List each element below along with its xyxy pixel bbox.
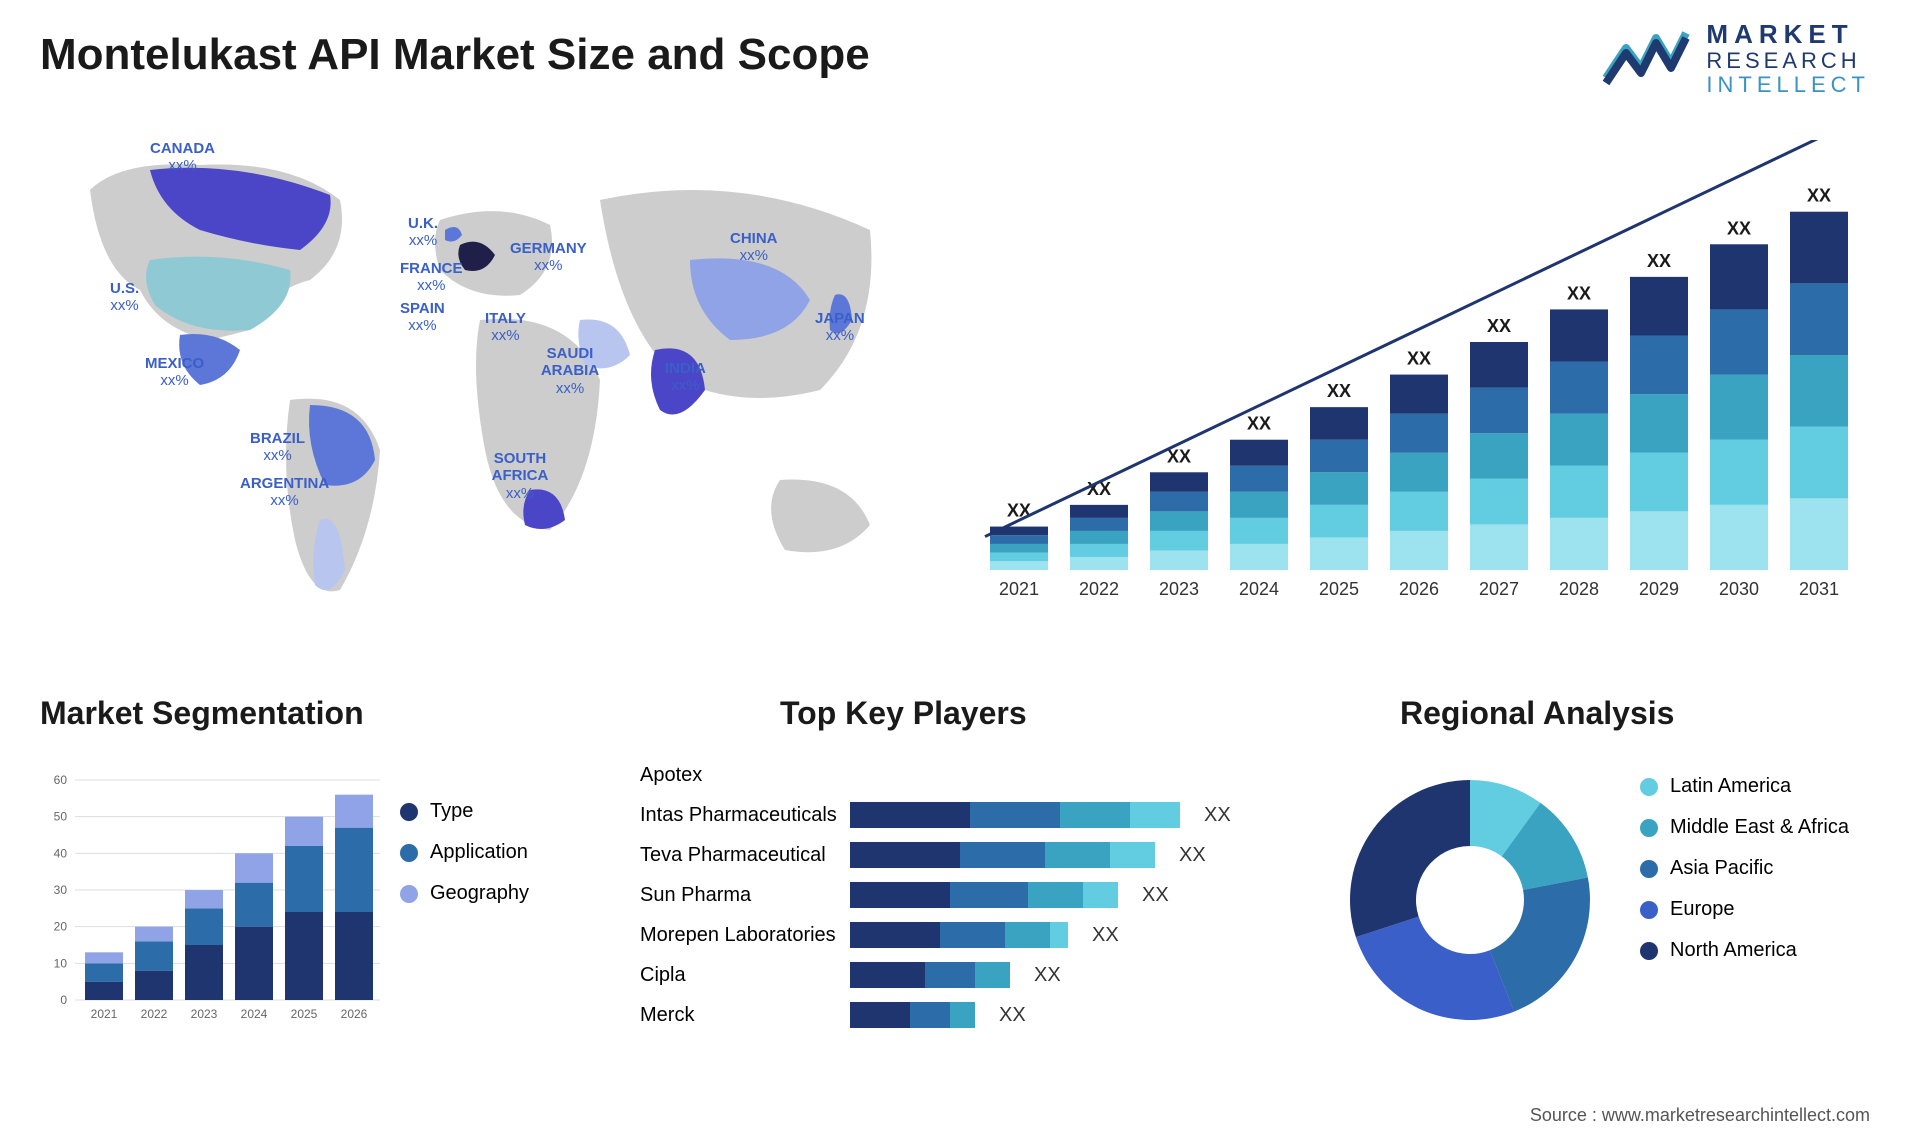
player-row: Teva Pharmaceutical XX xyxy=(640,835,1280,875)
legend-item: Middle East & Africa xyxy=(1640,816,1849,839)
player-bar xyxy=(850,1002,1280,1028)
player-bar xyxy=(850,882,1280,908)
player-value: XX xyxy=(1204,804,1231,827)
page-title: Montelukast API Market Size and Scope xyxy=(40,30,870,80)
map-label: MEXICOxx% xyxy=(145,355,204,390)
segmentation-chart: 0 10 20 30 40 50 60 2021 2022 2023 2024 2025 2026 xyxy=(40,750,390,1030)
player-row: Merck XX xyxy=(640,995,1280,1035)
player-row: Morepen Laboratories XX xyxy=(640,915,1280,955)
player-row: Intas Pharmaceuticals XX xyxy=(640,795,1280,835)
svg-text:XX: XX xyxy=(1807,186,1831,206)
player-label: Sun Pharma xyxy=(640,884,850,907)
legend-item: Europe xyxy=(1640,898,1849,921)
player-row: Apotex xyxy=(640,755,1280,795)
svg-text:10: 10 xyxy=(54,956,68,970)
key-players-title: Top Key Players xyxy=(780,695,1027,732)
svg-text:XX: XX xyxy=(1487,316,1511,336)
map-label: ITALYxx% xyxy=(485,310,526,345)
legend-item: Type xyxy=(400,800,529,823)
map-label: BRAZILxx% xyxy=(250,430,305,465)
svg-text:2027: 2027 xyxy=(1479,579,1519,599)
svg-text:XX: XX xyxy=(1407,349,1431,369)
player-value: XX xyxy=(1092,924,1119,947)
map-label: JAPANxx% xyxy=(815,310,865,345)
legend-item: North America xyxy=(1640,939,1849,962)
player-bar xyxy=(850,842,1280,868)
svg-text:2024: 2024 xyxy=(241,1007,268,1021)
svg-text:XX: XX xyxy=(1327,381,1351,401)
map-label: FRANCExx% xyxy=(400,260,463,295)
svg-text:2022: 2022 xyxy=(141,1007,168,1021)
player-label: Intas Pharmaceuticals xyxy=(640,804,850,827)
svg-text:40: 40 xyxy=(54,846,68,860)
map-label: SAUDI ARABIAxx% xyxy=(530,345,610,397)
logo-icon xyxy=(1601,23,1691,93)
regional-donut xyxy=(1330,760,1610,1040)
svg-text:XX: XX xyxy=(1647,251,1671,271)
svg-text:2025: 2025 xyxy=(1319,579,1359,599)
svg-text:2030: 2030 xyxy=(1719,579,1759,599)
player-label: Morepen Laboratories xyxy=(640,924,850,947)
logo-line3: INTELLECT xyxy=(1706,73,1870,97)
player-label: Merck xyxy=(640,1004,850,1027)
map-label: GERMANYxx% xyxy=(510,240,587,275)
legend-item: Geography xyxy=(400,882,529,905)
svg-text:2023: 2023 xyxy=(191,1007,218,1021)
player-value: XX xyxy=(1034,964,1061,987)
map-label: SOUTH AFRICAxx% xyxy=(485,450,555,502)
map-label: U.K.xx% xyxy=(408,215,438,250)
svg-text:2024: 2024 xyxy=(1239,579,1279,599)
player-label: Apotex xyxy=(640,764,850,787)
map-label: INDIAxx% xyxy=(665,360,706,395)
svg-text:2021: 2021 xyxy=(91,1007,118,1021)
map-label: U.S.xx% xyxy=(110,280,139,315)
svg-text:20: 20 xyxy=(54,920,68,934)
segmentation-title: Market Segmentation xyxy=(40,695,364,732)
map-label: ARGENTINAxx% xyxy=(240,475,329,510)
svg-text:XX: XX xyxy=(1247,414,1271,434)
svg-text:2028: 2028 xyxy=(1559,579,1599,599)
player-value: XX xyxy=(999,1004,1026,1027)
player-value: XX xyxy=(1142,884,1169,907)
legend-item: Application xyxy=(400,841,529,864)
player-row: Cipla XX xyxy=(640,955,1280,995)
regional-title: Regional Analysis xyxy=(1400,695,1674,732)
svg-text:2023: 2023 xyxy=(1159,579,1199,599)
player-value: XX xyxy=(1179,844,1206,867)
svg-text:2022: 2022 xyxy=(1079,579,1119,599)
map-label: CHINAxx% xyxy=(730,230,778,265)
map-label: CANADAxx% xyxy=(150,140,215,175)
svg-text:2021: 2021 xyxy=(999,579,1039,599)
player-bar xyxy=(850,762,1280,788)
player-bar xyxy=(850,962,1280,988)
svg-text:60: 60 xyxy=(54,773,68,787)
legend-item: Latin America xyxy=(1640,775,1849,798)
svg-text:XX: XX xyxy=(1727,218,1751,238)
svg-text:2025: 2025 xyxy=(291,1007,318,1021)
player-bar xyxy=(850,922,1280,948)
brand-logo: MARKET RESEARCH INTELLECT xyxy=(1601,20,1870,97)
world-map: CANADAxx% U.S.xx% MEXICOxx% BRAZILxx% ARGENT… xyxy=(40,130,910,650)
key-players-chart: ApotexIntas PharmaceuticalsXXTeva Pharma… xyxy=(640,755,1280,1035)
logo-line2: RESEARCH xyxy=(1706,49,1870,73)
regional-legend: Latin America Middle East & Africa Asia Pa… xyxy=(1640,775,1849,980)
svg-text:0: 0 xyxy=(60,993,67,1007)
growth-chart: XX 2021 XX 2022 XX 2023 XX 2024 XX 2025 XX 2026 XX 20… xyxy=(970,140,1870,620)
svg-text:30: 30 xyxy=(54,883,68,897)
logo-line1: MARKET xyxy=(1706,20,1870,49)
legend-item: Asia Pacific xyxy=(1640,857,1849,880)
svg-text:2026: 2026 xyxy=(341,1007,368,1021)
map-label: SPAINxx% xyxy=(400,300,445,335)
svg-text:2029: 2029 xyxy=(1639,579,1679,599)
svg-text:50: 50 xyxy=(54,810,68,824)
player-row: Sun Pharma XX xyxy=(640,875,1280,915)
source-attribution: Source : www.marketresearchintellect.com xyxy=(1530,1105,1870,1126)
svg-text:XX: XX xyxy=(1567,283,1591,303)
player-label: Cipla xyxy=(640,964,850,987)
map-svg xyxy=(40,130,910,650)
segmentation-legend: Type Application Geography xyxy=(400,800,529,923)
svg-text:2031: 2031 xyxy=(1799,579,1839,599)
svg-text:2026: 2026 xyxy=(1399,579,1439,599)
player-label: Teva Pharmaceutical xyxy=(640,844,850,867)
